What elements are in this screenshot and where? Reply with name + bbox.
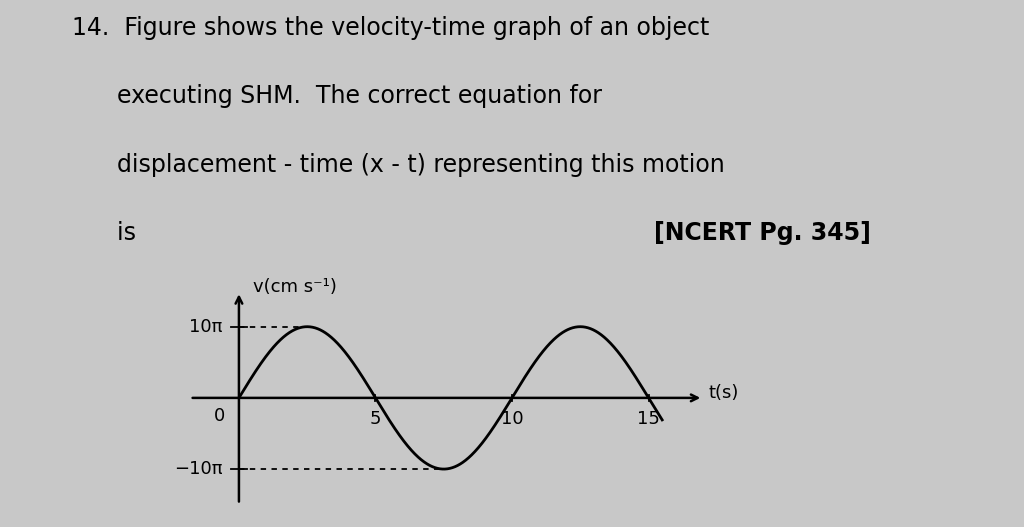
- Text: −10π: −10π: [174, 460, 222, 478]
- Text: displacement - time (x - t) representing this motion: displacement - time (x - t) representing…: [72, 153, 724, 177]
- Text: 0: 0: [214, 407, 225, 425]
- Text: 15: 15: [637, 411, 660, 428]
- Text: executing SHM.  The correct equation for: executing SHM. The correct equation for: [72, 84, 602, 109]
- Text: 10: 10: [501, 411, 523, 428]
- Text: 5: 5: [370, 411, 381, 428]
- Text: 10π: 10π: [189, 318, 222, 336]
- Text: is: is: [72, 221, 135, 246]
- Text: [NCERT Pg. 345]: [NCERT Pg. 345]: [653, 221, 870, 246]
- Text: 14.  Figure shows the velocity-time graph of an object: 14. Figure shows the velocity-time graph…: [72, 16, 709, 40]
- Text: v(cm s⁻¹): v(cm s⁻¹): [253, 278, 337, 296]
- Text: t(s): t(s): [709, 384, 739, 402]
